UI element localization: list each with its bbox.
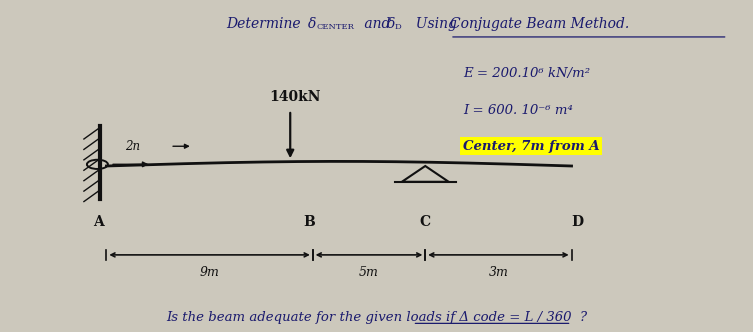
Text: D: D [395,23,401,31]
Text: 3m: 3m [489,267,508,280]
Text: and: and [360,18,395,32]
Text: D: D [572,215,584,229]
Text: 5m: 5m [359,267,379,280]
Text: Is the beam adequate for the given loads if Δ code = L / 360  ?: Is the beam adequate for the given loads… [166,311,587,324]
Text: B: B [303,215,315,229]
Text: 2n: 2n [125,140,140,153]
Text: E = 200.10⁶ kN/m²: E = 200.10⁶ kN/m² [463,67,590,80]
Text: Determine: Determine [227,18,306,32]
Text: δ: δ [307,18,316,32]
Text: Center, 7m from A: Center, 7m from A [463,140,599,153]
Text: Conjugate Beam Method.: Conjugate Beam Method. [450,18,630,32]
Text: CENTER: CENTER [316,23,355,31]
Text: A: A [93,215,105,229]
Text: C: C [419,215,431,229]
Text: 140kN: 140kN [269,90,321,104]
Text: δ: δ [387,18,395,32]
Text: Using: Using [407,18,461,32]
Text: 9m: 9m [200,267,220,280]
Text: I = 600. 10⁻⁶ m⁴: I = 600. 10⁻⁶ m⁴ [463,104,572,117]
